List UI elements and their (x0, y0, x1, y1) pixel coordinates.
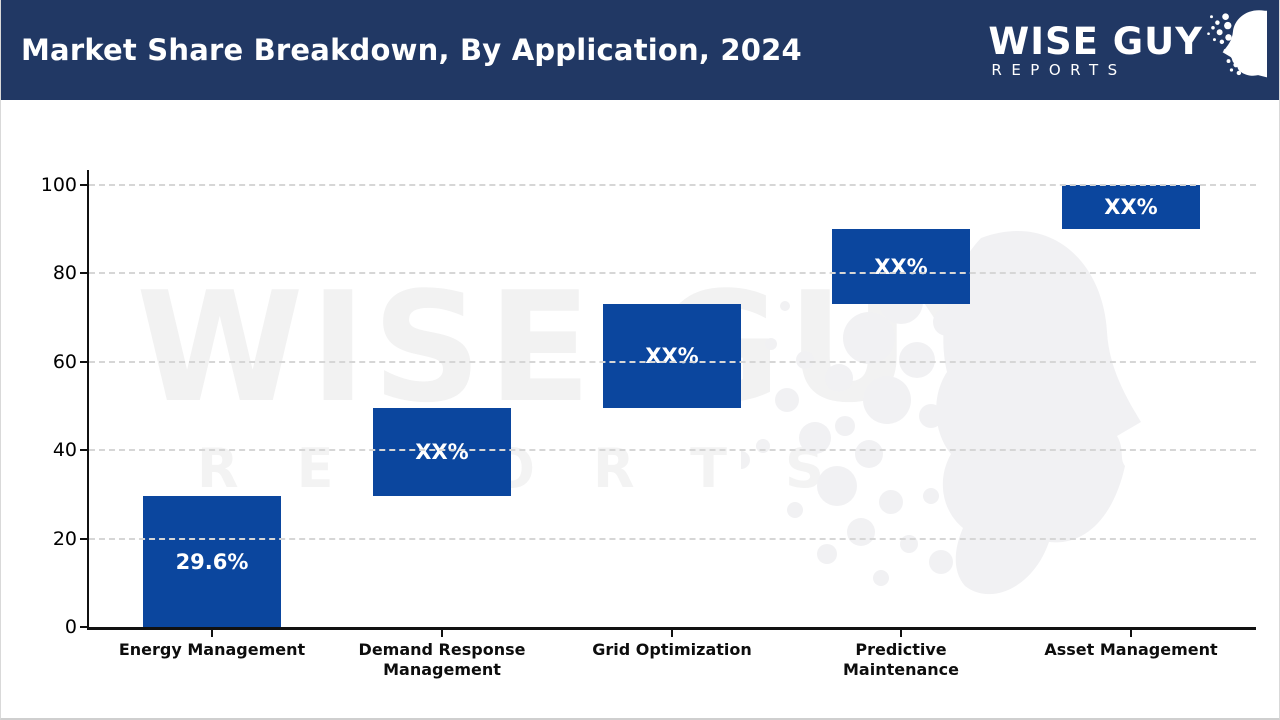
gridline-40 (89, 449, 1256, 452)
bar-value-label: XX% (1104, 195, 1158, 220)
gridline-100 (89, 184, 1256, 186)
x-tick-predictive-maintenance (900, 629, 902, 637)
logo-subtitle: REPORTS (991, 60, 1127, 79)
y-tick-label: 0 (64, 616, 77, 638)
gridline-60 (89, 360, 1256, 363)
category-label-energy-management: Energy Management (118, 640, 306, 659)
y-tick-label: 80 (52, 262, 77, 285)
bar-value-label: 29.6% (175, 549, 249, 574)
y-tick-100 (80, 184, 89, 186)
gridline-80 (89, 272, 1256, 275)
y-tick-20 (80, 537, 89, 540)
y-tick-label: 60 (52, 350, 77, 373)
header-bar: Market Share Breakdown, By Application, … (1, 0, 1279, 100)
bar-value-label: XX% (874, 254, 928, 279)
category-label-demand-response-management: Demand Response Management (358, 640, 526, 679)
bar-value-label: XX% (415, 440, 469, 465)
x-tick-grid-optimization (671, 629, 673, 637)
x-tick-demand-response-management (441, 629, 443, 637)
bar-grid-optimization: XX% (603, 304, 741, 409)
bar-value-label: XX% (645, 344, 699, 369)
bar-asset-management: XX% (1062, 185, 1200, 230)
wiseguy-logo: WISE GUY REPORTS (988, 8, 1279, 92)
category-label-grid-optimization: Grid Optimization (592, 640, 752, 659)
y-tick-label: 20 (52, 527, 77, 550)
category-label-asset-management: Asset Management (1044, 640, 1218, 659)
x-tick-asset-management (1130, 629, 1132, 637)
x-tick-energy-management (211, 629, 213, 637)
x-axis-line (87, 627, 1256, 630)
y-tick-40 (80, 449, 89, 452)
y-tick-label: 100 (40, 174, 77, 196)
y-tick-0 (80, 626, 89, 628)
bar-demand-response-management: XX% (373, 408, 511, 497)
bar-energy-management: 29.6% (143, 496, 281, 627)
y-tick-label: 40 (52, 439, 77, 462)
logo-head-icon (1207, 10, 1267, 78)
y-tick-60 (80, 360, 89, 363)
logo-wordmark: WISE GUY (988, 19, 1203, 63)
page-title: Market Share Breakdown, By Application, … (21, 33, 802, 67)
bar-predictive-maintenance: XX% (832, 229, 970, 305)
wiseguy-logo-text: WISE GUY REPORTS (988, 23, 1203, 78)
y-axis-line (87, 170, 89, 629)
gridline-20 (89, 537, 1256, 540)
y-tick-80 (80, 272, 89, 275)
category-label-predictive-maintenance: Predictive Maintenance (842, 640, 959, 679)
